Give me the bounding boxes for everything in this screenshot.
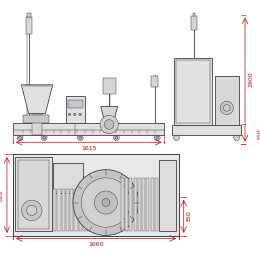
Bar xyxy=(146,178,150,231)
Bar xyxy=(177,60,210,123)
Bar xyxy=(79,189,82,231)
Bar xyxy=(191,16,197,30)
Bar xyxy=(155,178,158,231)
Bar xyxy=(83,189,86,231)
Bar xyxy=(57,189,61,231)
Circle shape xyxy=(17,135,23,141)
Text: 1615: 1615 xyxy=(81,146,96,151)
Bar xyxy=(70,189,73,231)
Circle shape xyxy=(100,115,118,134)
Bar xyxy=(134,178,137,231)
Circle shape xyxy=(41,135,47,141)
Bar xyxy=(151,178,154,231)
Bar xyxy=(66,189,69,231)
Bar xyxy=(100,189,103,231)
Bar xyxy=(27,13,31,17)
Bar xyxy=(13,123,165,135)
Circle shape xyxy=(81,178,131,227)
Polygon shape xyxy=(101,106,118,121)
Circle shape xyxy=(220,101,233,115)
Bar xyxy=(15,157,52,231)
Circle shape xyxy=(73,170,139,236)
Bar xyxy=(96,189,99,231)
Circle shape xyxy=(74,113,76,116)
Bar xyxy=(193,13,196,16)
Bar xyxy=(92,189,95,231)
Text: 1660: 1660 xyxy=(88,242,104,247)
Bar xyxy=(18,160,49,229)
Circle shape xyxy=(79,113,81,116)
Text: 350: 350 xyxy=(187,210,192,222)
Circle shape xyxy=(43,136,46,139)
Text: 1900: 1900 xyxy=(248,72,253,87)
Bar xyxy=(159,160,176,231)
Bar xyxy=(13,154,179,236)
Bar xyxy=(66,96,85,123)
Circle shape xyxy=(77,135,83,141)
Circle shape xyxy=(115,136,118,139)
Circle shape xyxy=(102,199,110,206)
Circle shape xyxy=(174,135,179,141)
Bar xyxy=(103,77,116,94)
Text: 310: 310 xyxy=(258,128,260,140)
Text: 810: 810 xyxy=(0,189,4,201)
Bar xyxy=(121,178,124,231)
Circle shape xyxy=(27,205,37,216)
Bar xyxy=(129,178,133,231)
Bar xyxy=(142,178,145,231)
Bar xyxy=(13,154,179,236)
Circle shape xyxy=(104,120,114,129)
Bar xyxy=(68,100,83,108)
Circle shape xyxy=(234,135,239,141)
Bar xyxy=(32,114,42,135)
Bar xyxy=(62,189,65,231)
Bar xyxy=(172,125,242,135)
Polygon shape xyxy=(21,85,53,114)
Circle shape xyxy=(114,135,119,141)
Bar xyxy=(87,189,90,231)
Bar xyxy=(26,17,32,34)
Bar xyxy=(138,178,141,231)
Bar xyxy=(174,58,212,125)
Bar xyxy=(53,163,83,193)
Circle shape xyxy=(154,135,160,141)
Circle shape xyxy=(156,136,159,139)
Circle shape xyxy=(22,200,42,221)
Circle shape xyxy=(68,113,71,116)
Bar xyxy=(53,189,56,231)
Bar xyxy=(215,76,239,125)
Circle shape xyxy=(19,136,22,139)
Circle shape xyxy=(79,136,82,139)
Bar xyxy=(23,115,49,123)
Circle shape xyxy=(94,191,118,214)
Bar xyxy=(125,178,128,231)
Bar xyxy=(74,189,77,231)
Bar xyxy=(151,76,158,87)
Circle shape xyxy=(223,105,230,111)
